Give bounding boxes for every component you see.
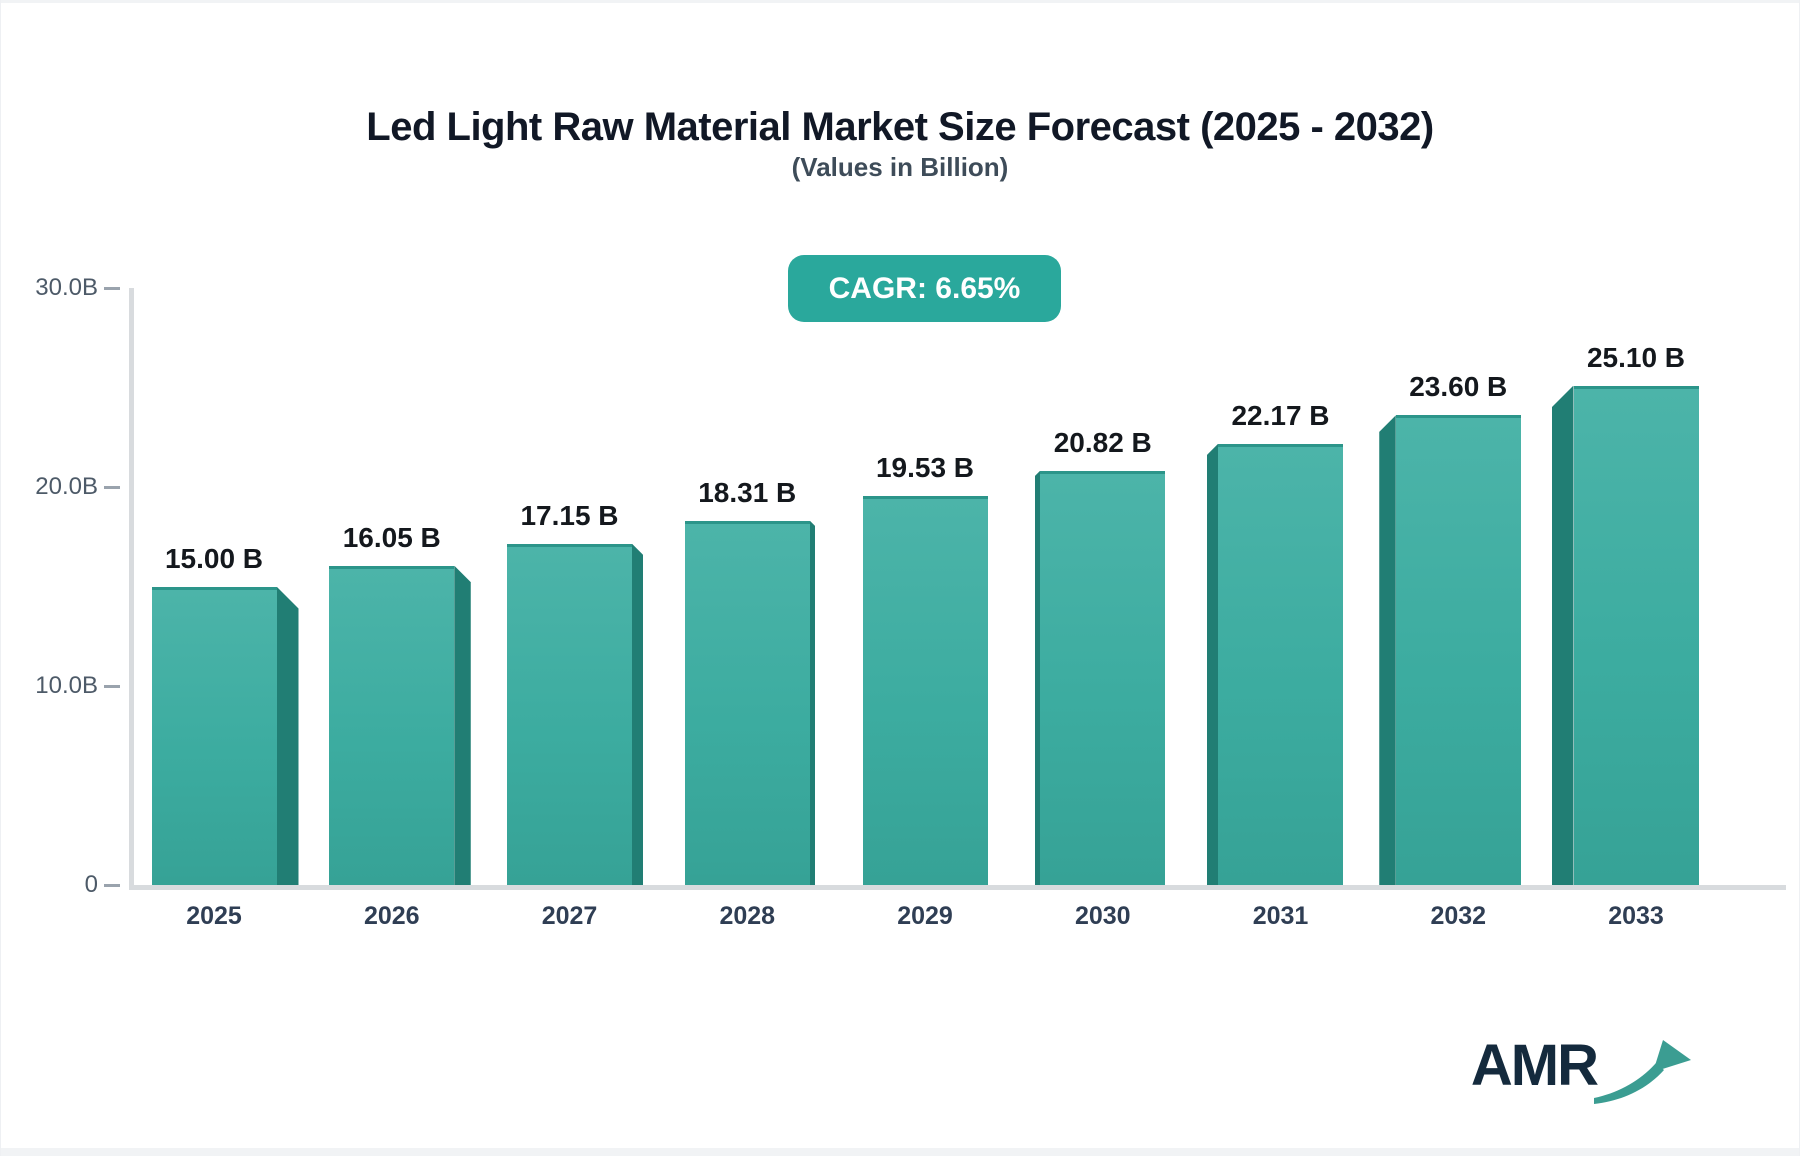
y-axis-tick-label: 0 [84, 871, 98, 898]
amr-logo-text: AMR [1470, 1033, 1599, 1098]
bar-3d-side [632, 543, 643, 885]
x-axis-tick-label: 2028 [719, 902, 776, 930]
bar-2027 [507, 543, 632, 885]
y-axis-line [129, 288, 134, 890]
bar-value-label: 16.05 B [342, 521, 441, 553]
y-axis-tick-label: 20.0B [35, 473, 98, 500]
y-axis-tick-label: 30.0B [35, 274, 98, 301]
bar-2031 [1218, 443, 1343, 885]
bar-2025 [151, 586, 277, 885]
x-axis-tick-label: 2030 [1074, 902, 1131, 930]
x-axis-tick-label: 2025 [186, 902, 242, 930]
bar-value-label: 17.15 B [520, 499, 619, 531]
y-axis-tick-mark [104, 884, 120, 887]
page-edge-top [1, 0, 1799, 3]
bar-value-label: 20.82 B [1053, 426, 1152, 458]
bar-3d-side [1379, 415, 1396, 885]
growth-arrow-icon [1594, 1040, 1691, 1104]
bar-3d-side [1034, 470, 1041, 885]
bar-2029 [862, 496, 988, 885]
bar-3d-side [1551, 385, 1574, 885]
x-axis-tick-label: 2031 [1252, 902, 1309, 930]
chart-subtitle: (Values in Billion) [791, 152, 1009, 182]
chart-title: Led Light Raw Material Market Size Forec… [366, 105, 1434, 149]
bar-value-label: 18.31 B [698, 476, 797, 508]
y-axis-tick-mark [104, 685, 120, 688]
bar-3d-side [276, 586, 299, 885]
bar-2033 [1573, 385, 1699, 885]
bar-value-label: 23.60 B [1409, 371, 1508, 403]
cagr-badge-label: CAGR: 6.65% [828, 271, 1021, 305]
x-axis-line [129, 885, 1786, 890]
y-axis-tick-label: 10.0B [35, 672, 98, 699]
bar-3d-side [1207, 443, 1218, 885]
bar-value-label: 22.17 B [1231, 399, 1330, 431]
x-axis-tick-label: 2026 [363, 902, 420, 930]
bar-2026 [329, 565, 455, 885]
bar-2028 [684, 520, 810, 885]
bar-3d-side [454, 565, 471, 885]
bar-2032 [1395, 415, 1521, 885]
bar-value-label: 19.53 B [875, 452, 975, 484]
x-axis-tick-label: 2029 [897, 902, 953, 930]
x-axis-tick-label: 2027 [541, 902, 598, 930]
bar-value-label: 15.00 B [164, 542, 264, 574]
bar-value-label: 25.10 B [1586, 341, 1686, 373]
bar-2030 [1040, 470, 1166, 885]
y-axis-tick-mark [104, 287, 120, 290]
amr-logo: AMR [1471, 1036, 1695, 1110]
cagr-badge: CAGR: 6.65% [788, 255, 1061, 322]
x-axis-tick-label: 2033 [1608, 902, 1664, 930]
bar-3d-side [809, 520, 816, 885]
x-axis-tick-label: 2032 [1430, 902, 1487, 930]
y-axis-tick-mark [104, 486, 120, 489]
page-edge-bottom [1, 1148, 1799, 1156]
